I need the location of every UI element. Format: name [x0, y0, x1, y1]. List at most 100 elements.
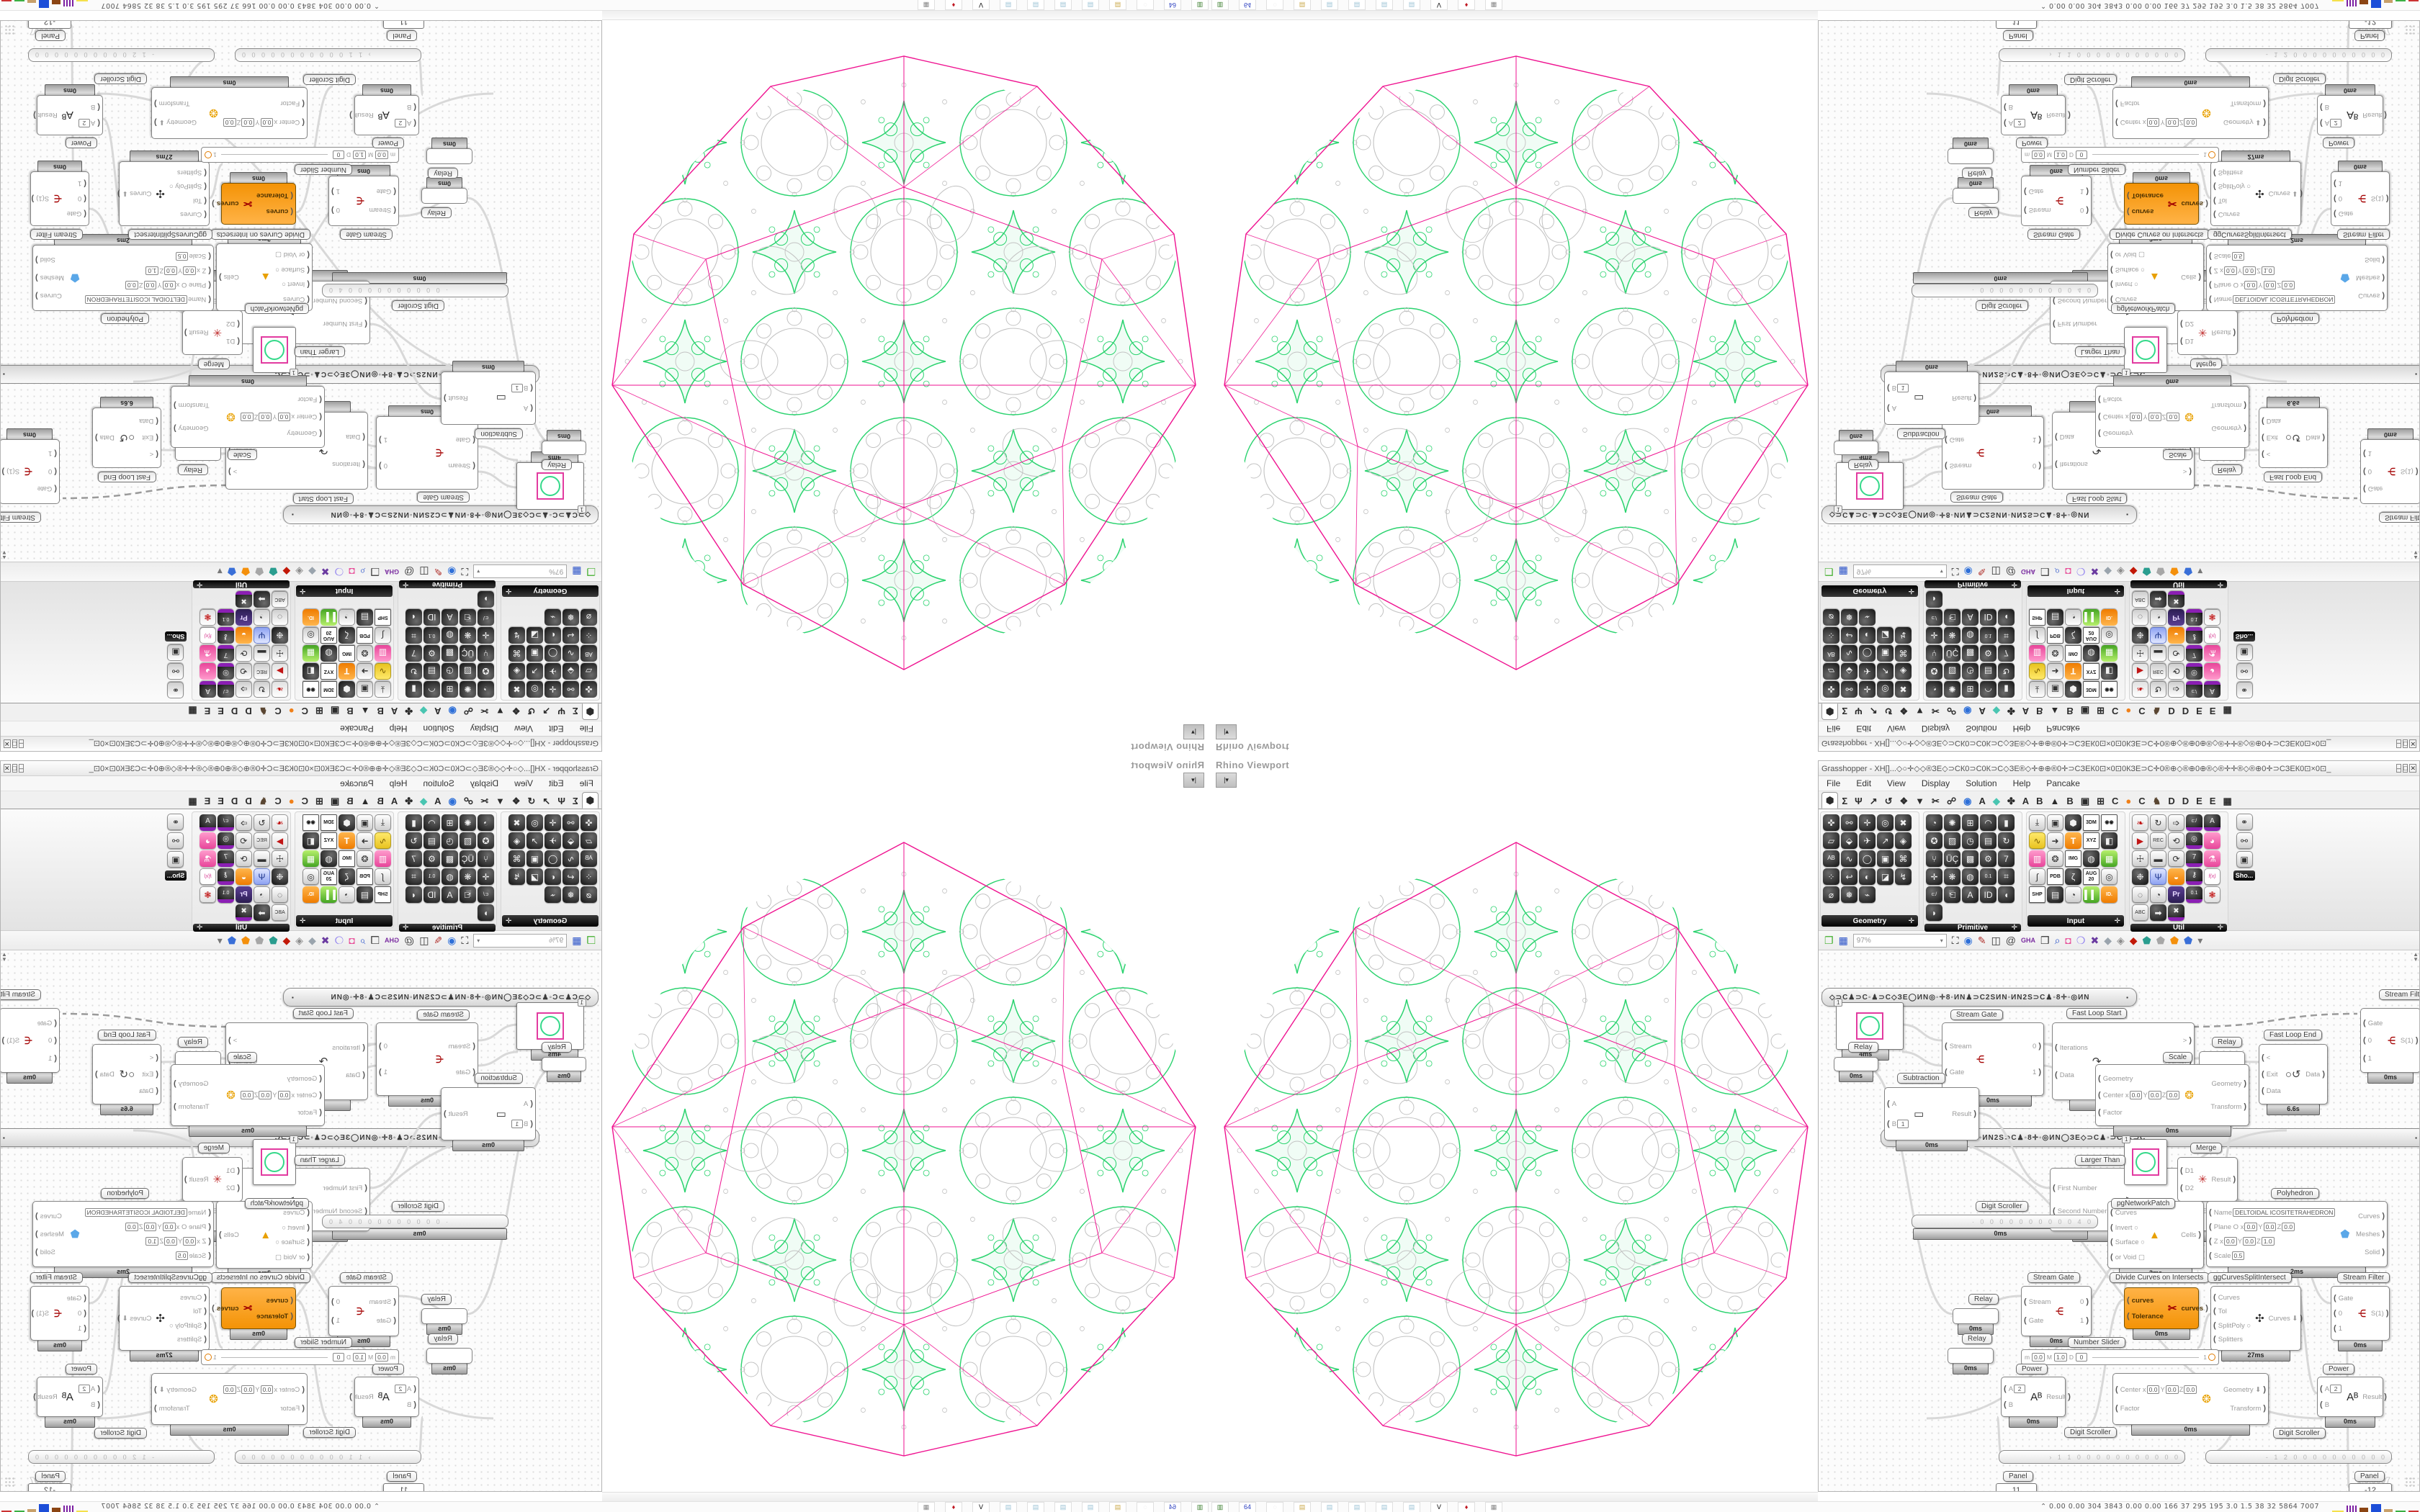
digit-scroller-node[interactable]: · 0 0 0 0 0 0 0 0 0 0 4 0 — [322, 284, 508, 297]
component-icon[interactable]: ✈ — [1859, 832, 1876, 849]
component-icon[interactable]: ⬢ — [339, 681, 355, 698]
component-icon[interactable]: ⁘ — [581, 627, 597, 644]
component-icon[interactable]: ◗ — [1926, 591, 1942, 608]
component-icon[interactable]: ▣ — [526, 645, 543, 662]
device-icon[interactable]: ▥ — [1191, 0, 1209, 10]
menu-item-file[interactable]: File — [579, 778, 593, 788]
component-icon[interactable]: AUG 20 — [2083, 627, 2099, 644]
component-icon[interactable]: ◕ — [2204, 663, 2220, 680]
minimize-button[interactable]: – — [2396, 763, 2402, 773]
component-icon[interactable]: Ψ — [2150, 868, 2166, 885]
component-icon[interactable]: ✪ — [1926, 663, 1942, 680]
component-icon[interactable]: ID — [1980, 886, 1996, 903]
plugin-tab[interactable]: A — [390, 796, 398, 806]
plugin-tab[interactable]: B — [2066, 706, 2074, 716]
component-icon[interactable]: ◎ — [302, 868, 319, 885]
maximize-button[interactable]: □ — [2403, 763, 2408, 773]
component-icon[interactable]: ◔ — [339, 886, 355, 903]
show-tool-icon[interactable]: ⚭ — [2236, 814, 2253, 830]
device-icon[interactable]: ▥ — [1191, 1502, 1209, 1512]
wing-icon[interactable]: Ⅴ — [972, 0, 990, 10]
preview-half-button[interactable]: ⬟ — [241, 935, 251, 946]
component-icon[interactable]: ▣ — [357, 681, 373, 698]
component-icon[interactable]: 0.1 — [424, 627, 440, 644]
resize-grip[interactable] — [5, 25, 15, 35]
preview-gray-button[interactable]: ⬟ — [255, 566, 264, 577]
window-buttons[interactable]: –□✕ — [4, 763, 25, 773]
component-icon[interactable]: ⚗ — [2204, 645, 2220, 662]
preview-half-button[interactable]: ⬟ — [2169, 935, 2179, 946]
close-button[interactable]: ✕ — [4, 763, 11, 773]
component-icon[interactable]: ◉◉ — [2101, 814, 2118, 831]
plugin-tab[interactable]: A — [390, 706, 398, 716]
plugin-tab[interactable]: E — [218, 706, 224, 716]
resize-grip[interactable] — [2405, 25, 2415, 35]
component-icon[interactable]: ✪ — [478, 832, 494, 849]
category-tab-icon[interactable]: ❖ — [511, 796, 521, 806]
component-icon[interactable]: 3DM — [2083, 814, 2099, 831]
component-icon[interactable]: ▥ — [375, 645, 391, 662]
plugin-tab[interactable]: ◆ — [420, 796, 428, 806]
plugin-tab[interactable]: ♞ — [2152, 796, 2161, 806]
component-icon[interactable]: 3DM — [2083, 681, 2099, 698]
component-icon[interactable]: ᴬᴮ — [1823, 645, 1839, 662]
preview-eye-button[interactable]: ◉ — [1963, 935, 1973, 946]
component-icon[interactable]: ◪ — [526, 627, 543, 644]
bulb-button[interactable]: ❍ — [334, 935, 344, 946]
finder-button[interactable]: ⌕ — [2054, 566, 2061, 577]
component-icon[interactable]: ◔ — [2150, 609, 2166, 626]
component-icon[interactable]: ▤ — [357, 886, 373, 903]
component-icon[interactable]: ◒ — [2168, 627, 2184, 644]
component-icon[interactable]: ✛ — [544, 814, 561, 831]
dropdown-caret[interactable]: ▾ — [2197, 935, 2203, 946]
category-tab-icon[interactable]: ✂ — [480, 706, 488, 716]
component-icon[interactable]: ✺ — [1944, 814, 1960, 831]
show-tool-icon[interactable]: ▣ — [167, 644, 184, 661]
notepad-icon[interactable]: ▤ — [1376, 0, 1393, 10]
component-icon[interactable]: ⌘ — [508, 850, 525, 867]
component-icon[interactable]: c:/ — [2186, 681, 2202, 698]
category-tab-icon[interactable]: Σ — [572, 706, 578, 716]
palette-group-bar[interactable]: Primitive ✛ — [1924, 924, 2021, 932]
component-node[interactable]: ( Curves( Invert ○( Surface ○( or Void ▢… — [216, 243, 313, 311]
component-icon[interactable]: ▍▍ — [2083, 609, 2099, 626]
component-icon[interactable]: 7 — [1998, 850, 2015, 867]
menu-item-help[interactable]: Help — [389, 724, 408, 734]
component-icon[interactable]: ✺ — [460, 814, 476, 831]
door-button[interactable]: ◫ — [1991, 566, 2001, 577]
component-icon[interactable]: ◯ — [1859, 645, 1876, 662]
component-icon[interactable]: ⬙ — [563, 663, 579, 680]
component-icon[interactable]: ◠ — [1980, 681, 1996, 698]
component-icon[interactable]: ◷ — [442, 832, 458, 849]
category-tab-icon[interactable]: ↺ — [527, 706, 536, 716]
plugin-tab[interactable]: D — [245, 706, 252, 716]
category-tab-icon[interactable]: ↗ — [1869, 796, 1878, 806]
menu-item-edit[interactable]: Edit — [1856, 724, 1872, 734]
grasshopper-window[interactable]: Grasshopper - XH[]...◇○✛◇◇®ЗЕ◇⊃CК0⊃C0К⊃C… — [1818, 20, 2420, 752]
component-icon[interactable]: ▥ — [375, 850, 391, 867]
component-icon[interactable]: ◍ — [1962, 627, 1978, 644]
category-tab-icon[interactable]: ❖ — [1899, 796, 1909, 806]
number-slider-node[interactable]: m 0.0 M 1.0 D 0 1 — [2021, 1349, 2219, 1365]
component-icon[interactable]: ◔ — [339, 609, 355, 626]
component-icon[interactable]: ▍▍ — [321, 886, 337, 903]
component-icon[interactable]: SHP — [2029, 886, 2045, 903]
show-tool-icon[interactable]: ▣ — [167, 851, 184, 868]
component-node[interactable]: ( Gate( 0( 1 Ψ S(1) ) — [2331, 1286, 2390, 1341]
window-button[interactable]: ❒ — [2040, 566, 2050, 577]
component-icon[interactable]: ↻ — [2150, 814, 2166, 831]
category-tab-icon[interactable]: ✂ — [480, 796, 488, 806]
gem-duo-button[interactable]: ◈ — [2116, 566, 2125, 577]
sketch-button[interactable]: ✎ — [1977, 935, 1986, 946]
component-node[interactable]: ( Gate( 0( 1 Ψ S(1) ) — [2360, 1008, 2419, 1073]
plugin-tab[interactable]: C — [2112, 796, 2119, 806]
minimize-button[interactable]: – — [18, 763, 24, 773]
component-icon[interactable]: ▦ — [302, 850, 319, 867]
component-icon[interactable]: ᴬᴮ — [1823, 850, 1839, 867]
component-node[interactable] — [542, 1057, 586, 1071]
component-icon[interactable]: ↻ — [2150, 681, 2166, 698]
component-icon[interactable]: ✪ — [478, 663, 494, 680]
selected-component-node[interactable]: ( curves( Tolerance ✂ curves ) — [212, 1287, 296, 1329]
viewport-dropdown-button[interactable]: |▾ — [1183, 773, 1204, 788]
